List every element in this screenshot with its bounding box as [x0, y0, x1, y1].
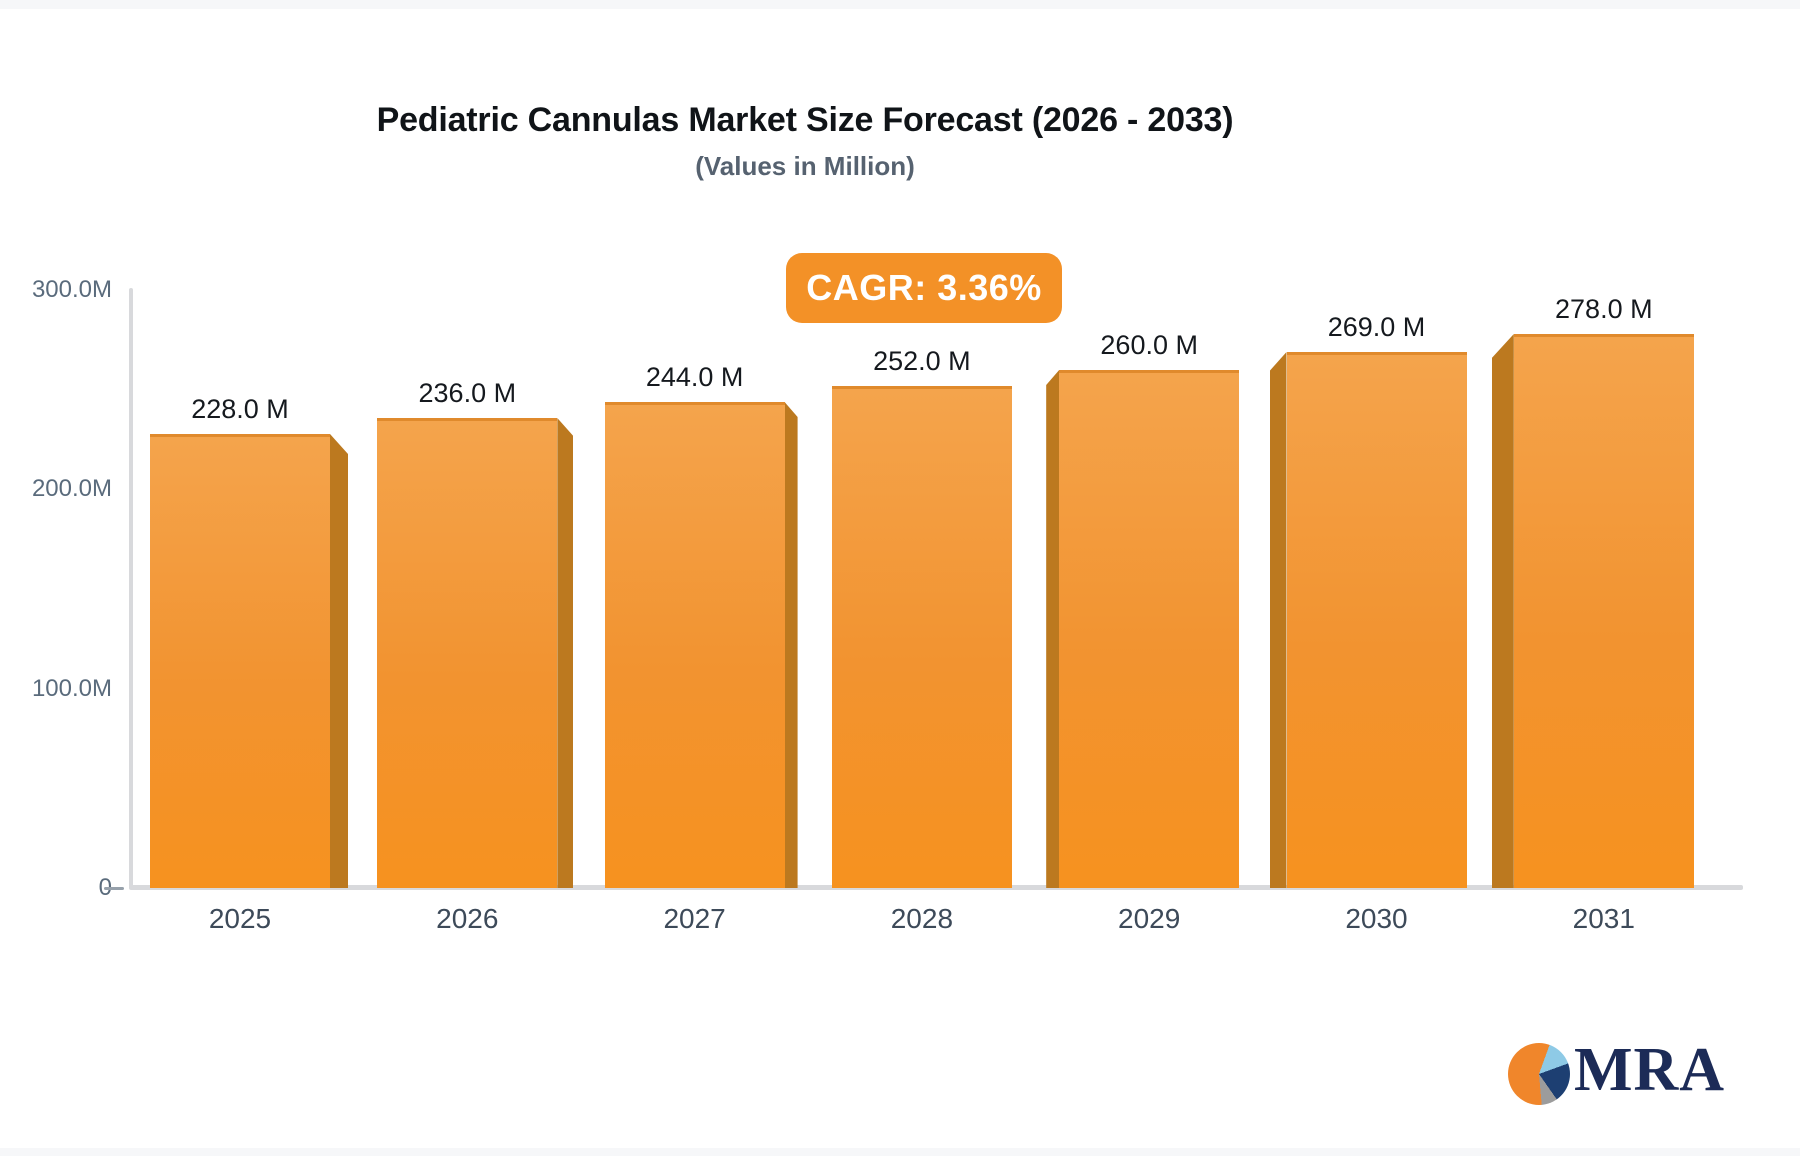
- y-axis-tick-label: 100.0M: [31, 674, 112, 702]
- x-axis-tick-label: 2028: [890, 903, 954, 934]
- cagr-badge: CAGR: 3.36%: [786, 253, 1062, 323]
- bar-2030: [1269, 352, 1467, 888]
- bar-value-label: 228.0 M: [191, 394, 289, 424]
- bar-front-face: [1286, 352, 1467, 888]
- zero-tick-mark: [104, 887, 124, 890]
- bar-2031: [1491, 334, 1694, 888]
- y-axis-line: [129, 288, 133, 888]
- bottom-edge-divider: [0, 1148, 1800, 1156]
- brand-text: MRA: [1574, 1036, 1726, 1104]
- bar-2029: [1046, 370, 1240, 888]
- bar-front-face: [377, 418, 558, 888]
- x-axis-tick-label: 2029: [1118, 903, 1181, 934]
- bar-front-face: [1059, 370, 1240, 888]
- bar-value-label: 236.0 M: [418, 378, 517, 408]
- y-axis-tick-label: 200.0M: [31, 475, 112, 503]
- bar-value-label: 269.0 M: [1327, 312, 1426, 342]
- bar-front-face: [150, 434, 330, 888]
- brand-logo: MRA: [1508, 1030, 1725, 1110]
- bar-value-label: 278.0 M: [1555, 294, 1653, 324]
- bar-front-face: [1513, 334, 1694, 888]
- x-axis-tick-label: 2025: [208, 903, 272, 934]
- y-axis-tick-label: 0: [0, 873, 112, 903]
- page-subtitle: (Values in Million): [695, 151, 915, 181]
- bar-side-face: [1269, 352, 1287, 888]
- bar-side-face: [784, 402, 798, 888]
- y-axis-tick-label: 300.0M: [31, 276, 112, 303]
- x-axis-tick-label: 2031: [1572, 903, 1635, 934]
- bar-2025: [150, 434, 348, 888]
- x-axis-tick-label: 2027: [663, 903, 726, 934]
- bar-side-face: [330, 434, 348, 888]
- bar-front-face: [604, 402, 785, 888]
- bar-front-face: [831, 386, 1012, 888]
- bar-2027: [604, 402, 798, 888]
- bar-side-face: [1046, 370, 1060, 888]
- bar-2028: [831, 386, 1012, 888]
- bar-value-label: 252.0 M: [873, 346, 971, 376]
- top-edge-divider: [0, 0, 1800, 9]
- x-axis-tick-label: 2026: [436, 903, 499, 934]
- pie-chart-logo-icon: [1508, 1043, 1570, 1105]
- bar-side-face: [557, 418, 574, 888]
- bar-value-label: 244.0 M: [645, 362, 744, 392]
- page-title: Pediatric Cannulas Market Size Forecast …: [376, 101, 1234, 139]
- bar-2026: [377, 418, 574, 888]
- bar-side-face: [1491, 334, 1514, 888]
- x-axis-tick-label: 2030: [1345, 903, 1408, 934]
- bar-value-label: 260.0 M: [1100, 330, 1198, 360]
